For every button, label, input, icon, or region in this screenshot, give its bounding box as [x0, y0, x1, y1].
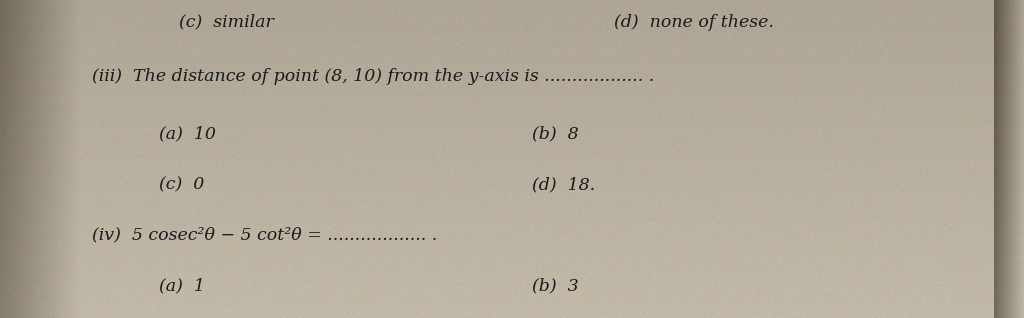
Text: (b)  3: (b) 3 — [532, 278, 580, 295]
Text: (a)  10: (a) 10 — [159, 125, 216, 142]
Text: (d)  none of these.: (d) none of these. — [614, 14, 774, 31]
Text: (iv)  5 cosec²θ − 5 cot²θ = .................. .: (iv) 5 cosec²θ − 5 cot²θ = .............… — [92, 227, 437, 244]
Text: (c)  0: (c) 0 — [159, 176, 204, 193]
Text: (b)  8: (b) 8 — [532, 125, 580, 142]
Text: (a)  1: (a) 1 — [159, 278, 205, 295]
Text: (iii)  The distance of point (8, 10) from the y-axis is .................. .: (iii) The distance of point (8, 10) from… — [92, 68, 654, 85]
Text: (c)  similar: (c) similar — [179, 14, 274, 31]
Text: (d)  18.: (d) 18. — [532, 176, 596, 193]
